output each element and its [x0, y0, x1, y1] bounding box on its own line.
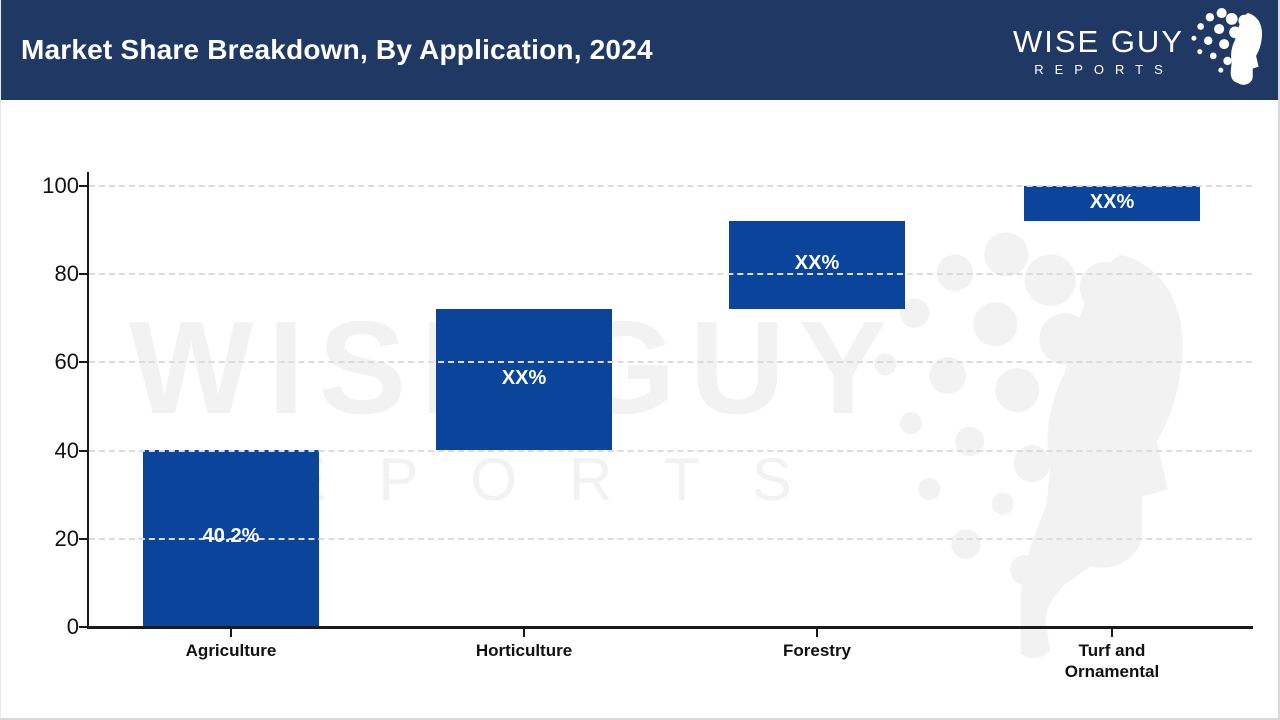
- y-tick-mark: [79, 449, 87, 452]
- brand-name: WISE GUY: [1012, 23, 1184, 59]
- gridline: [89, 273, 1252, 276]
- y-tick-label: 60: [54, 349, 79, 375]
- bar-value-label: 40.2%: [202, 525, 260, 548]
- x-axis: [87, 626, 1253, 629]
- bar: [1024, 186, 1200, 222]
- brand-head-icon: [1191, 8, 1263, 85]
- watermark-head-icon: [874, 232, 1183, 659]
- y-tick-mark: [79, 185, 87, 187]
- x-category-label: Forestry: [782, 641, 852, 660]
- bar-value-label: XX%: [501, 366, 547, 389]
- brand-text: WISE GUY REPORTS: [1013, 24, 1184, 77]
- x-tick-mark: [523, 629, 525, 637]
- gridline: [89, 537, 1252, 540]
- gridline: [89, 449, 1252, 452]
- header-bar: Market Share Breakdown, By Application, …: [1, 0, 1278, 100]
- chart-area: WISE GUY REPORTS 0 20 40 60 80 100 40.2% Agricu…: [1, 100, 1279, 718]
- bar: [729, 221, 905, 310]
- y-tick-mark: [79, 626, 87, 628]
- x-category-label: Agriculture: [185, 641, 277, 660]
- x-category-label: Horticulture: [475, 641, 573, 660]
- y-tick-mark: [79, 537, 87, 540]
- brand-logo: WISE GUY REPORTS: [1013, 8, 1264, 92]
- brand-subtitle: REPORTS: [1034, 61, 1174, 77]
- bar: [436, 309, 612, 450]
- gridline: [89, 361, 1252, 364]
- y-tick-label: 80: [54, 261, 79, 287]
- y-tick-label: 40: [54, 437, 79, 463]
- x-tick-mark: [816, 629, 818, 637]
- y-axis: [87, 172, 89, 629]
- page-title: Market Share Breakdown, By Application, …: [21, 34, 653, 65]
- y-tick-label: 100: [42, 173, 79, 198]
- y-tick-label: 0: [66, 614, 79, 639]
- y-tick-mark: [79, 273, 87, 276]
- bar-value-label: XX%: [1089, 190, 1135, 213]
- x-tick-mark: [230, 629, 232, 637]
- x-category-label: Turf and Ornamental: [1064, 641, 1160, 681]
- y-tick-label: 20: [54, 525, 79, 551]
- gridline: [89, 185, 1252, 187]
- x-tick-mark: [1111, 629, 1113, 637]
- y-tick-mark: [79, 361, 87, 364]
- bar-value-label: XX%: [794, 252, 840, 275]
